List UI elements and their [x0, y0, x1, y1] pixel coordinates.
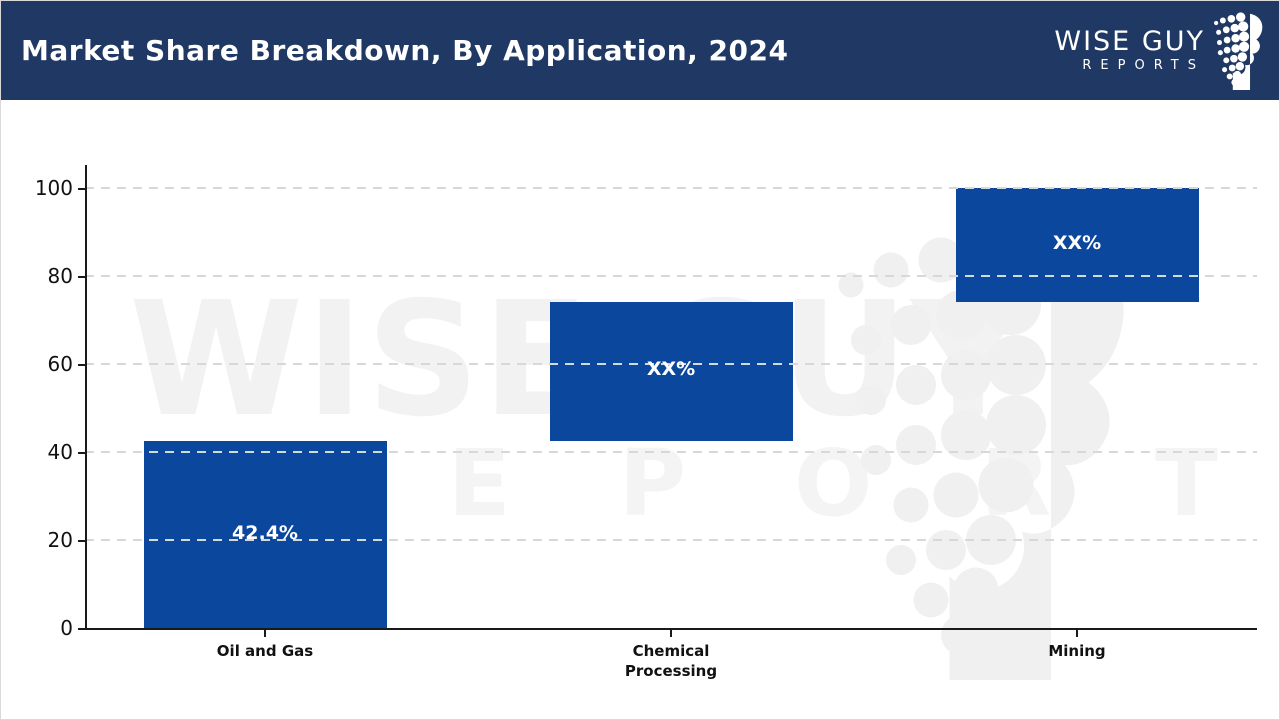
- y-tick-label: 100: [34, 176, 73, 200]
- y-tick-label: 80: [47, 264, 73, 288]
- y-tickmark-0: [78, 628, 85, 630]
- y-tick-label: 40: [47, 440, 73, 464]
- bar-chemical-processing: [549, 301, 793, 442]
- x-tickmark-1: [264, 630, 266, 637]
- x-tickmark-3: [1076, 630, 1078, 637]
- x-category-label: Chemical Processing: [624, 642, 718, 681]
- watermark-subtitle: REPORTS: [269, 430, 1279, 537]
- wiseguy-logo: WISE GUY REPORTS: [1054, 12, 1280, 90]
- logo-face-icon: [1211, 12, 1267, 90]
- logo-text: WISE GUY REPORTS: [1054, 25, 1205, 74]
- header-bar: Market Share Breakdown, By Application, …: [1, 1, 1280, 100]
- y-axis-line: [85, 165, 87, 630]
- x-category-label: Oil and Gas: [216, 642, 314, 660]
- gridline-80: [85, 275, 1257, 277]
- bar-value-label: XX%: [1052, 231, 1102, 254]
- chart-area: WISE GUY REPORTS 42.4%XX%XX%020406080100…: [1, 100, 1279, 719]
- y-tickmark-20: [78, 540, 85, 542]
- bar-oil-and-gas: [143, 441, 387, 628]
- y-tick-label: 20: [47, 528, 73, 552]
- y-tickmark-60: [78, 364, 85, 366]
- page-title: Market Share Breakdown, By Application, …: [21, 34, 789, 67]
- x-tickmark-2: [670, 630, 672, 637]
- y-tickmark-100: [78, 188, 85, 190]
- gridline-40: [85, 451, 1257, 453]
- gridline-20: [85, 539, 1257, 541]
- y-tick-label: 0: [60, 616, 73, 640]
- x-category-label: Mining: [1048, 642, 1106, 660]
- x-axis-line: [85, 628, 1257, 630]
- y-tickmark-80: [78, 276, 85, 278]
- gridline-100: [85, 187, 1257, 189]
- bar-value-label: XX%: [646, 358, 696, 381]
- bar-value-label: 42.4%: [232, 521, 298, 544]
- gridline-60: [85, 363, 1257, 365]
- y-tickmark-40: [78, 452, 85, 454]
- logo-subtitle: REPORTS: [1082, 58, 1205, 74]
- y-tick-label: 60: [47, 352, 73, 376]
- logo-wordmark: WISE GUY: [1054, 25, 1205, 57]
